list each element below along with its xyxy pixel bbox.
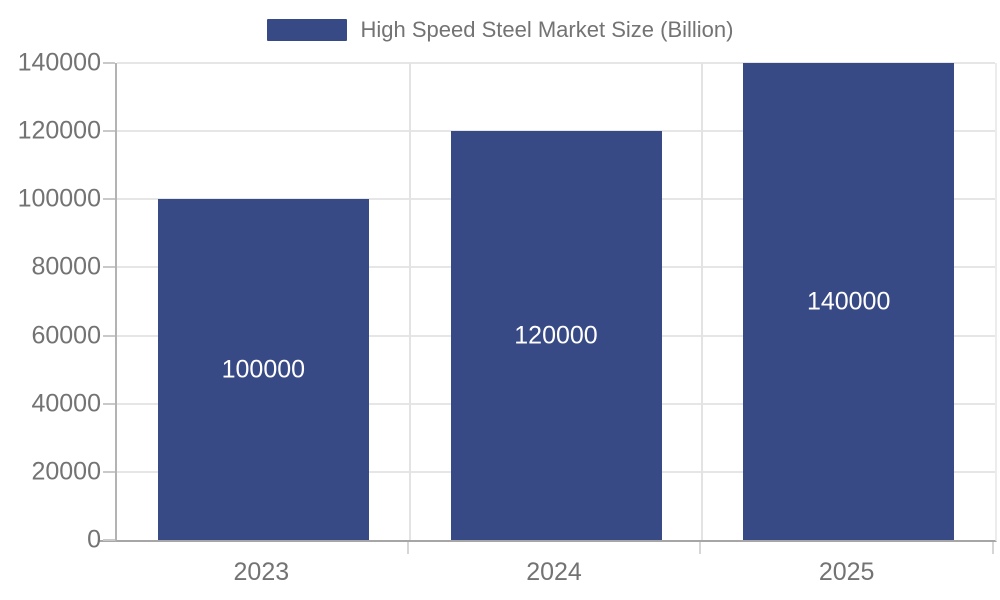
y-axis-tick	[103, 402, 115, 405]
y-axis-tick	[103, 130, 115, 133]
legend-label: High Speed Steel Market Size (Billion)	[360, 17, 734, 42]
gridline-horizontal	[117, 130, 995, 133]
y-axis-tick-label: 80000	[31, 252, 101, 281]
y-axis-tick	[103, 266, 115, 269]
x-axis-tick	[992, 542, 994, 554]
bar-value-label: 140000	[806, 287, 891, 315]
legend-swatch	[266, 19, 347, 41]
gridline-horizontal	[117, 62, 995, 64]
y-axis-tick-label: 40000	[31, 389, 101, 418]
y-axis-tick-label: 20000	[31, 457, 101, 486]
bar-2024[interactable]	[450, 131, 662, 540]
bar-value-label: 100000	[221, 355, 306, 384]
x-axis-tick-label: 2025	[818, 558, 875, 586]
bar-2023[interactable]	[157, 199, 369, 540]
x-axis-tick	[406, 542, 409, 554]
plot-area: 100000 120000 140000	[115, 62, 997, 542]
x-axis-tick-label: 2023	[233, 558, 290, 586]
gridline-vertical	[408, 63, 411, 540]
y-axis-tick	[103, 334, 115, 337]
x-axis-tick	[699, 542, 702, 554]
chart-legend[interactable]: High Speed Steel Market Size (Billion)	[0, 17, 1000, 43]
bar-value-label: 120000	[514, 321, 598, 350]
y-axis-tick-label: 120000	[17, 116, 101, 145]
y-axis-tick	[103, 539, 115, 541]
y-axis-tick	[103, 470, 115, 473]
y-axis-tick-label: 0	[87, 525, 101, 554]
y-axis-tick-label: 100000	[17, 184, 101, 213]
bar-2025[interactable]	[743, 63, 955, 540]
y-axis-tick	[103, 62, 115, 64]
gridline-vertical	[701, 63, 704, 540]
x-axis-line	[98, 540, 115, 542]
y-axis-tick-label: 140000	[17, 48, 101, 77]
x-axis-tick-label: 2024	[526, 558, 582, 586]
y-axis-tick	[103, 198, 115, 201]
y-axis-tick-label: 60000	[31, 321, 101, 350]
